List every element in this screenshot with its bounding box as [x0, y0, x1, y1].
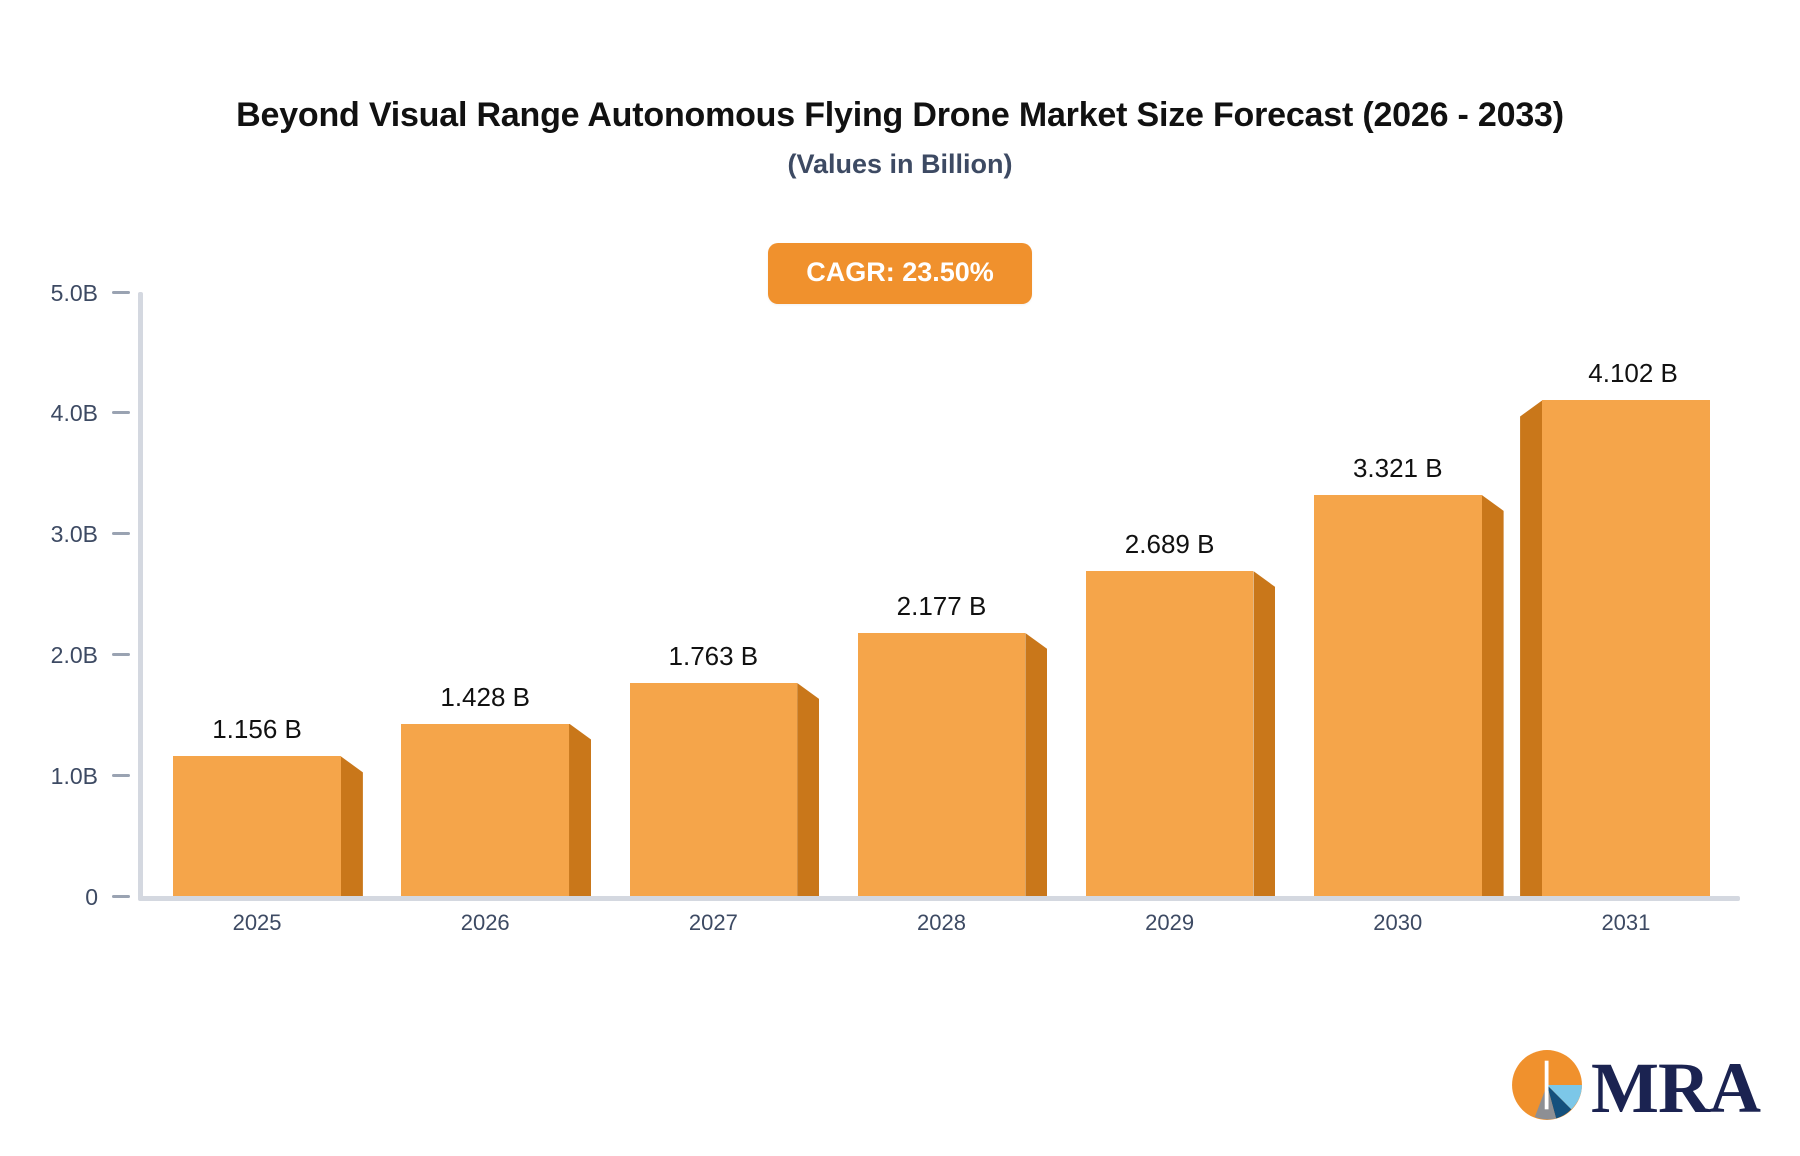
y-axis-tick-label: 3.0B — [50, 521, 98, 548]
x-axis-label: 2027 — [688, 910, 738, 935]
bar-column[interactable]: 2.177 B — [857, 292, 1048, 896]
bar-side-face — [1481, 494, 1504, 896]
bar-series: 1.156 B 1.428 B 1.763 B 2.177 B 2.689 B 3.321… — [143, 292, 1740, 896]
bar-value-label: 4.102 B — [1588, 358, 1678, 389]
bar-column[interactable]: 1.428 B — [401, 292, 592, 896]
page-title: Beyond Visual Range Autonomous Flying Dr… — [236, 96, 1564, 134]
x-axis-line — [138, 896, 1740, 901]
y-axis-line — [138, 292, 143, 900]
y-axis-tick-label: 5.0B — [50, 279, 98, 306]
bar-column[interactable]: 4.102 B — [1520, 292, 1710, 896]
x-axis-label: 2030 — [1373, 910, 1423, 935]
bar-value-label: 1.156 B — [212, 714, 302, 745]
cagr-badge[interactable]: CAGR: 23.50% — [768, 243, 1032, 304]
bar-value-label: 2.177 B — [896, 591, 987, 622]
bar[interactable]: 2.177 B — [857, 593, 1048, 896]
y-axis-tick-label: 0 — [85, 883, 98, 910]
bar-value-label: 3.321 B — [1352, 452, 1443, 483]
y-axis-tick-mark — [112, 652, 130, 656]
brand-logo: MRA — [1509, 1047, 1761, 1128]
bar-side-face — [340, 756, 363, 896]
bar[interactable]: 1.156 B — [173, 716, 363, 896]
y-axis-tick-label: 2.0B — [50, 641, 98, 668]
bar-side-face — [1253, 571, 1276, 896]
chart-subtitle: (Values in Billion) — [787, 149, 1013, 180]
bar[interactable]: 3.321 B — [1313, 455, 1504, 896]
y-axis-tick-mark — [112, 532, 130, 536]
y-axis-tick-mark — [112, 290, 130, 294]
bar-side-face — [1520, 400, 1543, 896]
bar-side-face — [1025, 633, 1048, 896]
bar[interactable]: 2.689 B — [1085, 531, 1276, 896]
bar-value-label: 1.763 B — [668, 641, 759, 672]
y-axis-tick-mark — [112, 411, 130, 415]
bar-value-label: 2.689 B — [1124, 529, 1215, 560]
y-axis-tick-label: 1.0B — [50, 762, 98, 789]
bar-column[interactable]: 1.763 B — [629, 292, 820, 896]
x-axis-label: 2026 — [460, 910, 510, 935]
y-axis-tick-label: 4.0B — [50, 400, 98, 427]
y-axis-tick-mark — [112, 894, 130, 898]
bar-column[interactable]: 3.321 B — [1313, 292, 1504, 896]
bar-side-face — [569, 723, 592, 896]
pie-chart-logo-mark — [1509, 1047, 1585, 1128]
bar-column[interactable]: 2.689 B — [1085, 292, 1276, 896]
x-axis-label: 2031 — [1601, 910, 1651, 935]
bar[interactable]: 1.763 B — [629, 643, 820, 896]
bar-side-face — [797, 683, 820, 896]
x-axis-label: 2028 — [917, 910, 966, 935]
bar[interactable]: 4.102 B — [1520, 360, 1710, 896]
chart-header: Beyond Visual Range Autonomous Flying Dr… — [0, 0, 1800, 180]
bar[interactable]: 1.428 B — [401, 684, 592, 896]
cagr-badge-wrapper: CAGR: 23.50% — [0, 243, 1800, 304]
x-axis-label: 2029 — [1145, 910, 1195, 935]
y-axis-tick-mark — [112, 773, 130, 777]
x-axis-label: 2025 — [232, 910, 282, 935]
logo-wordmark: MRA — [1591, 1047, 1761, 1128]
bar-value-label: 1.428 B — [440, 681, 531, 712]
bar-column[interactable]: 1.156 B — [173, 292, 363, 896]
